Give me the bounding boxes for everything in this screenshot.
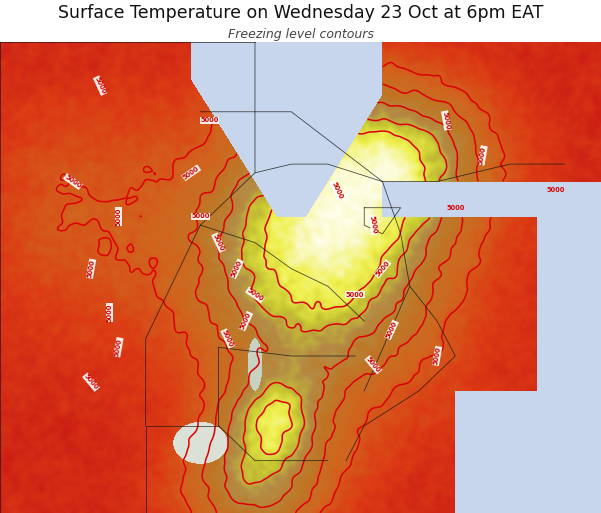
Text: 5000: 5000 [446,205,465,211]
Text: 5000: 5000 [106,303,112,322]
Text: 5000: 5000 [331,181,344,200]
Text: 5000: 5000 [442,111,451,130]
Text: 5000: 5000 [94,76,107,95]
Text: 5000: 5000 [369,215,378,235]
Text: 5000: 5000 [200,117,219,124]
Text: 5000: 5000 [87,259,96,279]
Text: 5000: 5000 [374,260,391,278]
Text: Freezing level contours: Freezing level contours [228,28,373,41]
Text: 5000: 5000 [114,338,123,357]
Text: 5000: 5000 [191,213,210,220]
Text: 5000: 5000 [385,320,398,340]
Text: 5000: 5000 [365,356,382,373]
Text: 5000: 5000 [64,174,82,189]
Text: 5000: 5000 [115,207,121,226]
Text: 5000: 5000 [478,146,487,165]
Text: 5000: 5000 [433,346,442,366]
Text: 5000: 5000 [212,233,225,252]
Text: 5000: 5000 [221,329,234,348]
Text: 5000: 5000 [346,292,364,298]
Text: Surface Temperature on Wednesday 23 Oct at 6pm EAT: Surface Temperature on Wednesday 23 Oct … [58,4,543,22]
Text: 5000: 5000 [546,187,565,193]
Text: 5000: 5000 [230,259,243,279]
Text: 5000: 5000 [182,165,201,181]
Text: 5000: 5000 [83,373,99,391]
Text: 5000: 5000 [239,311,252,331]
Text: 5000: 5000 [246,287,264,303]
